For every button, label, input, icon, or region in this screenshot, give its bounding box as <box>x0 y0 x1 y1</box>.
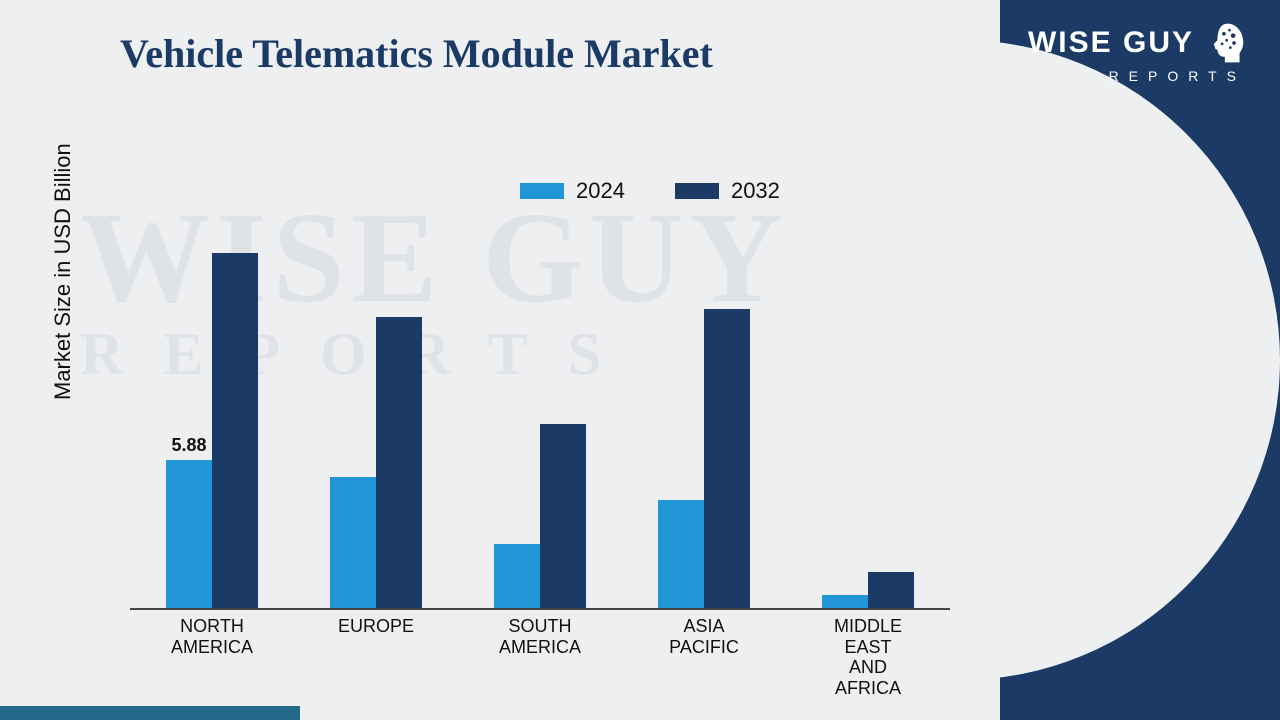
bar-2032 <box>704 309 750 610</box>
bar-2024 <box>658 500 704 610</box>
bottom-accent-bar <box>0 706 300 720</box>
legend-swatch-2032 <box>675 183 719 199</box>
bar-2024 <box>494 544 540 610</box>
bar-2032 <box>540 424 586 610</box>
right-brand-panel <box>1000 0 1280 720</box>
legend-label-2024: 2024 <box>576 178 625 204</box>
bar-group <box>321 317 431 610</box>
x-tick-label: ASIAPACIFIC <box>644 616 764 699</box>
bar-group <box>485 424 595 610</box>
x-tick-label: NORTHAMERICA <box>152 616 272 699</box>
bar-2024 <box>330 477 376 610</box>
bar-group <box>813 572 923 610</box>
chart-stage: WISE GUY REPORTS WISE GUY REPORTS Vehicl… <box>0 0 1280 720</box>
bar-2032 <box>212 253 258 610</box>
x-axis-labels: NORTHAMERICA EUROPE SOUTHAMERICA ASIAPACIFI… <box>130 616 950 699</box>
chart-plot-area: 5.88 <box>90 210 970 610</box>
x-tick-label: MIDDLEEASTANDAFRICA <box>808 616 928 699</box>
x-axis-line <box>130 608 950 610</box>
legend-label-2032: 2032 <box>731 178 780 204</box>
legend: 2024 2032 <box>520 178 780 204</box>
legend-item-2024: 2024 <box>520 178 625 204</box>
bar-2032 <box>868 572 914 610</box>
x-tick-label: SOUTHAMERICA <box>480 616 600 699</box>
brand-logo-sub: REPORTS <box>1028 68 1246 84</box>
bar-2024: 5.88 <box>166 460 212 610</box>
bar-groups: 5.88 <box>130 240 950 610</box>
bar-group <box>649 309 759 610</box>
brand-logo-main: WISE GUY <box>1028 20 1246 66</box>
bar-group: 5.88 <box>157 253 267 610</box>
chart-title: Vehicle Telematics Module Market <box>120 30 713 77</box>
bar-value-label: 5.88 <box>166 435 212 456</box>
brand-logo-text: WISE GUY <box>1028 26 1194 60</box>
brand-logo: WISE GUY REPORTS <box>1028 20 1246 84</box>
y-axis-label: Market Size in USD Billion <box>50 143 76 400</box>
legend-item-2032: 2032 <box>675 178 780 204</box>
head-icon <box>1200 20 1246 66</box>
legend-swatch-2024 <box>520 183 564 199</box>
bar-2032 <box>376 317 422 610</box>
x-tick-label: EUROPE <box>316 616 436 699</box>
